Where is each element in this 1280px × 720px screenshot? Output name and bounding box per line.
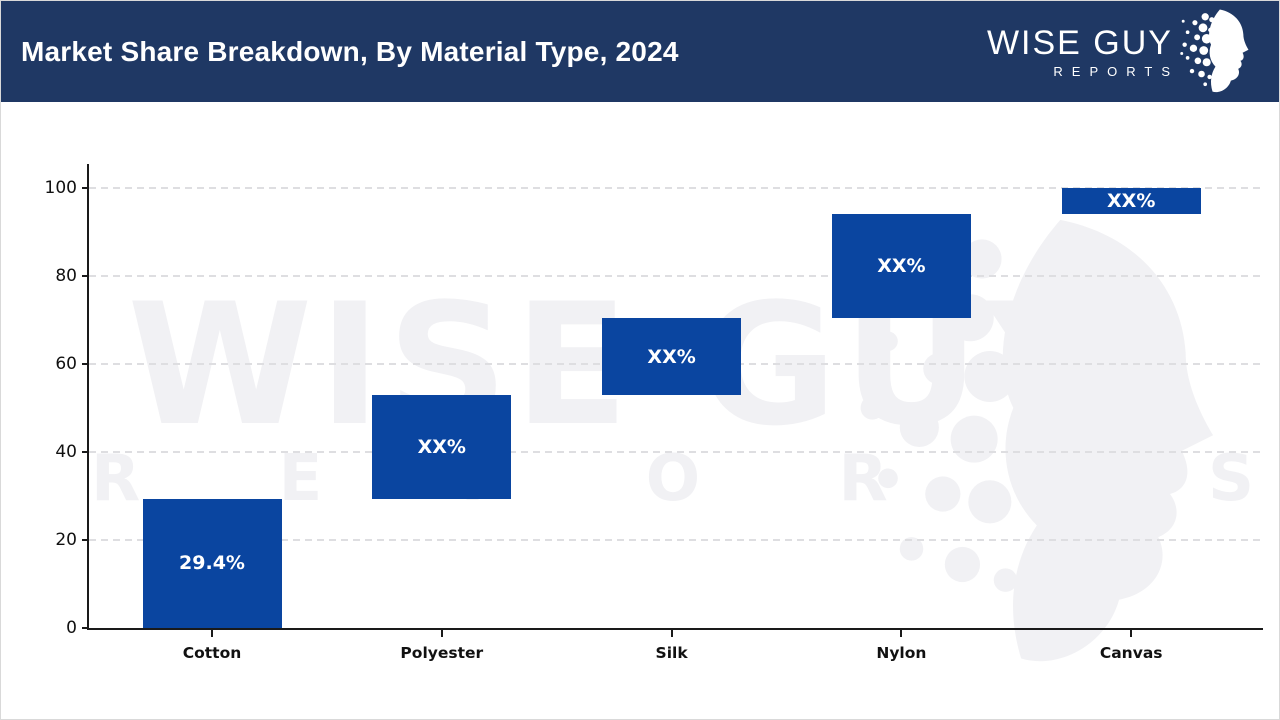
y-axis	[87, 163, 89, 630]
waterfall-chart: 0 20 40 60 80 100 29.4% Cotton XX% Polyester XX% Si…	[1, 102, 1279, 719]
x-tick-nylon	[900, 630, 903, 637]
y-tick-100	[82, 187, 89, 189]
header: Market Share Breakdown, By Material Type…	[1, 1, 1279, 102]
bar-value-label: XX%	[1107, 189, 1156, 212]
gridline-80	[89, 275, 1263, 277]
gridline-100	[89, 187, 1263, 189]
y-tick-80	[82, 275, 89, 277]
bar-nylon: XX%	[831, 213, 971, 318]
bar-canvas: XX%	[1061, 188, 1201, 214]
x-tick-silk	[670, 630, 673, 637]
y-tick-label-40: 40	[55, 442, 77, 462]
page-title: Market Share Breakdown, By Material Type…	[21, 35, 679, 67]
bar-value-label: XX%	[417, 435, 466, 458]
logo-face-icon	[1180, 8, 1249, 92]
bar-silk: XX%	[602, 317, 742, 396]
y-tick-label-60: 60	[55, 354, 77, 374]
y-tick-label-80: 80	[55, 266, 77, 286]
logo-subtitle: REPORTS	[1053, 63, 1179, 79]
y-tick-label-0: 0	[66, 618, 77, 638]
logo-wordmark: WISE GUY	[986, 23, 1173, 62]
y-tick-0	[82, 627, 89, 629]
y-tick-40	[82, 451, 89, 453]
category-label-cotton: Cotton	[182, 644, 242, 662]
x-tick-canvas	[1130, 630, 1133, 637]
bar-value-label: XX%	[647, 345, 696, 368]
y-tick-label-20: 20	[55, 530, 77, 550]
bar-cotton: 29.4%	[142, 498, 282, 628]
category-label-canvas: Canvas	[1099, 644, 1163, 662]
bar-value-label: XX%	[877, 254, 926, 277]
bar-polyester: XX%	[372, 395, 512, 499]
y-tick-label-100: 100	[44, 178, 77, 198]
x-tick-polyester	[440, 630, 443, 637]
logo-text: WISE GUY REPORTS	[987, 26, 1173, 78]
category-label-silk: Silk	[655, 644, 688, 662]
y-tick-20	[82, 539, 89, 541]
chart-area: WISE GUY R E P O R T S 0 20 40 60 80 100 29.4%…	[1, 102, 1279, 719]
gridline-40	[89, 451, 1263, 453]
x-axis	[87, 628, 1263, 630]
y-tick-60	[82, 363, 89, 365]
bar-value-label: 29.4%	[179, 552, 245, 575]
x-tick-cotton	[211, 630, 213, 637]
category-label-polyester: Polyester	[400, 644, 484, 662]
category-label-nylon: Nylon	[876, 644, 927, 662]
wiseguy-logo: WISE GUY REPORTS	[987, 8, 1253, 96]
gridline-20	[89, 539, 1263, 541]
